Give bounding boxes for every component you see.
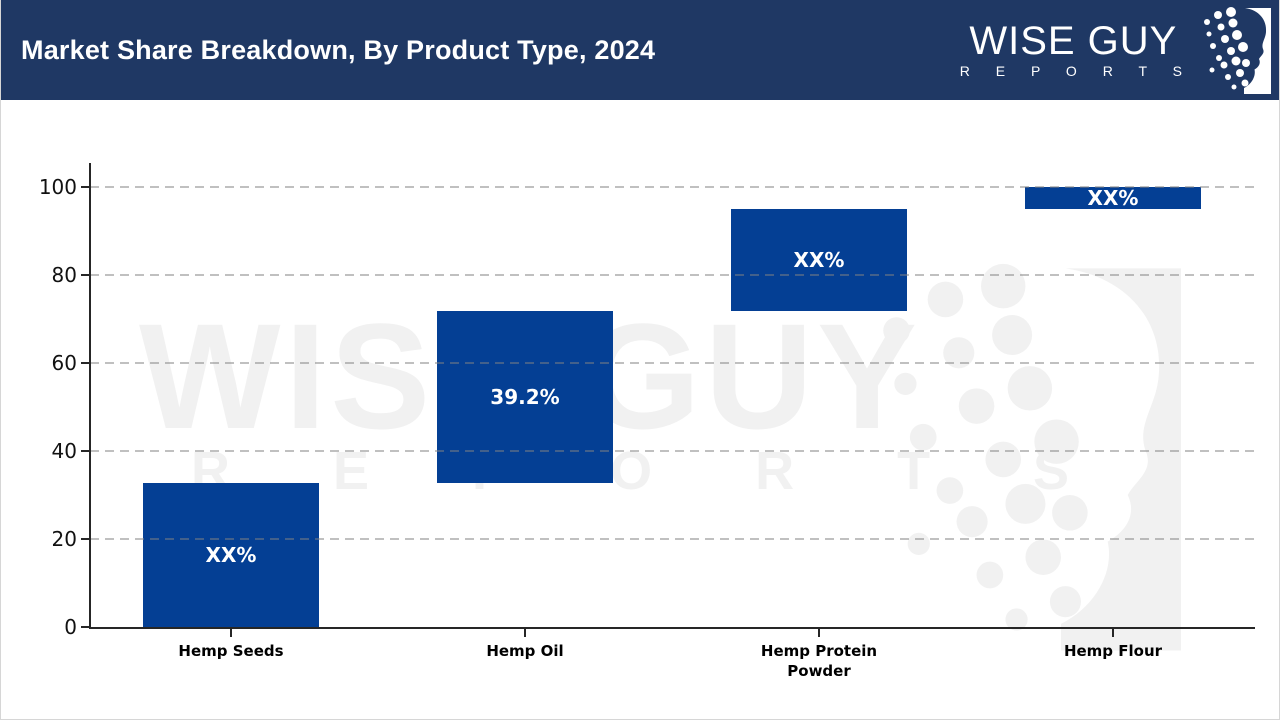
x-tick-mark xyxy=(818,629,820,637)
y-tick-label: 0 xyxy=(64,615,77,639)
y-tick-label: 40 xyxy=(51,439,77,463)
logo-wordmark: WISE GUY xyxy=(969,19,1178,63)
y-tick-label: 100 xyxy=(38,175,77,199)
x-axis-label: Hemp Protein Powder xyxy=(760,642,878,680)
gridline xyxy=(90,538,1254,540)
y-tick-label: 60 xyxy=(51,351,77,375)
y-tick-mark xyxy=(81,274,89,276)
bar-value-label: XX% xyxy=(205,543,257,568)
bar-value-label: XX% xyxy=(1087,186,1139,211)
x-axis-spine xyxy=(89,627,1255,629)
bar-value-label: XX% xyxy=(793,248,845,273)
y-tick-label: 20 xyxy=(51,527,77,551)
plot-region: WISE GUY R E P O R T S 0 20 40 60 80 100 XX% He… xyxy=(1,100,1279,719)
y-tick-mark xyxy=(81,186,89,188)
logo-subtitle: R E P O R T S xyxy=(959,63,1193,79)
gridline xyxy=(90,186,1254,188)
gridline xyxy=(90,362,1254,364)
y-tick-mark xyxy=(81,362,89,364)
x-tick-mark xyxy=(230,629,232,637)
y-tick-label: 80 xyxy=(51,263,77,287)
logo-head-icon xyxy=(1204,7,1271,94)
y-axis-spine xyxy=(89,163,91,629)
bar: XX% xyxy=(1025,186,1201,211)
y-tick-mark xyxy=(81,538,89,540)
gridline xyxy=(90,274,1254,276)
gridline xyxy=(90,450,1254,452)
page-title: Market Share Breakdown, By Product Type,… xyxy=(21,34,656,65)
x-axis-label: Hemp Oil xyxy=(486,642,564,660)
header-band: Market Share Breakdown, By Product Type,… xyxy=(1,0,1279,100)
bar: 39.2% xyxy=(437,310,613,484)
bar: XX% xyxy=(731,209,907,311)
wise-guy-logo: WISE GUY R E P O R T S xyxy=(954,6,1279,94)
x-axis-label: Hemp Seeds xyxy=(178,642,284,660)
bar: XX% xyxy=(143,483,319,627)
watermark-head-icon xyxy=(883,263,1181,651)
logo-text: WISE GUY R E P O R T S xyxy=(954,21,1193,79)
x-axis-label: Hemp Flour xyxy=(1063,642,1163,660)
y-tick-mark xyxy=(81,626,89,628)
x-tick-mark xyxy=(524,629,526,637)
y-tick-mark xyxy=(81,450,89,452)
x-tick-mark xyxy=(1112,629,1114,637)
bar-value-label: 39.2% xyxy=(490,384,560,409)
